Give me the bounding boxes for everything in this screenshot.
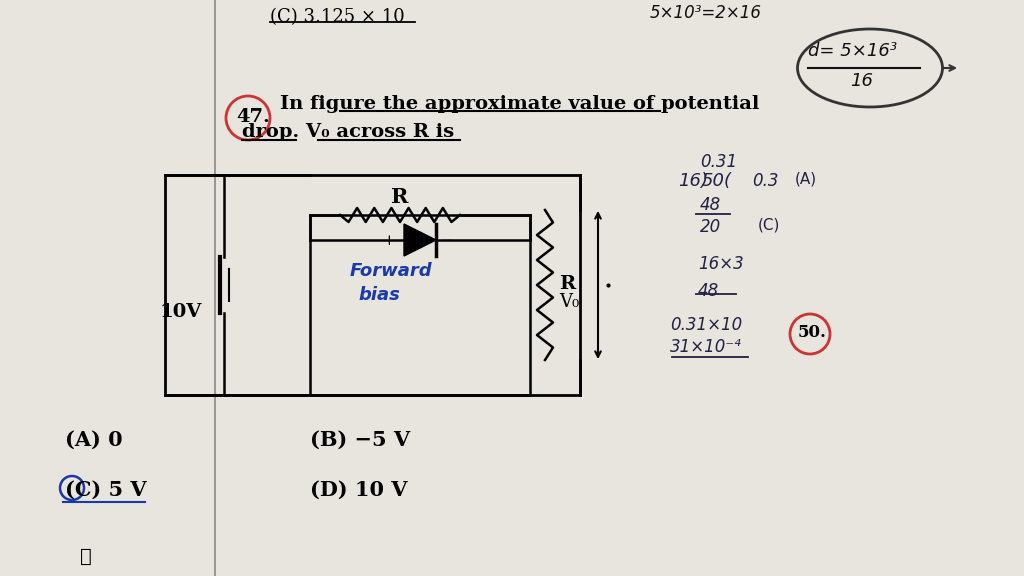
Text: 16×3: 16×3 xyxy=(698,255,743,273)
Text: (C) 3.125 × 10: (C) 3.125 × 10 xyxy=(270,8,404,26)
Text: 16): 16) xyxy=(678,172,708,190)
Text: 47.: 47. xyxy=(236,108,270,126)
Text: 50(: 50( xyxy=(702,172,732,190)
Text: 50.: 50. xyxy=(798,324,826,341)
Text: bias: bias xyxy=(358,286,400,304)
Text: +: + xyxy=(382,234,394,248)
Text: d= 5×16³: d= 5×16³ xyxy=(808,42,897,60)
Text: 20: 20 xyxy=(700,218,721,236)
Text: ∴: ∴ xyxy=(80,548,92,566)
Text: −: − xyxy=(440,234,453,248)
Text: 5×10³=2×16: 5×10³=2×16 xyxy=(650,4,762,22)
Text: 0.31: 0.31 xyxy=(700,153,737,171)
Text: In figure the approximate value of potential: In figure the approximate value of poten… xyxy=(280,95,760,113)
Text: (A) 0: (A) 0 xyxy=(65,430,123,450)
Text: Forward: Forward xyxy=(350,262,432,280)
Text: 10V: 10V xyxy=(160,303,202,321)
Text: (A): (A) xyxy=(795,172,817,187)
Text: (B) −5 V: (B) −5 V xyxy=(310,430,411,450)
Text: R: R xyxy=(391,187,409,207)
Text: V₀: V₀ xyxy=(559,293,580,311)
Text: (C) 5 V: (C) 5 V xyxy=(65,480,146,500)
Text: drop. V₀ across R is: drop. V₀ across R is xyxy=(242,123,454,141)
Text: 48: 48 xyxy=(698,282,719,300)
Text: 31×10⁻⁴: 31×10⁻⁴ xyxy=(670,338,741,356)
Text: R: R xyxy=(559,275,575,293)
Text: (D) 10 V: (D) 10 V xyxy=(310,480,408,500)
Text: 16: 16 xyxy=(850,72,873,90)
Text: 48: 48 xyxy=(700,196,721,214)
Text: 0.3: 0.3 xyxy=(752,172,778,190)
Text: 0.31×10: 0.31×10 xyxy=(670,316,742,334)
Text: (C): (C) xyxy=(758,218,780,233)
Polygon shape xyxy=(404,224,436,256)
